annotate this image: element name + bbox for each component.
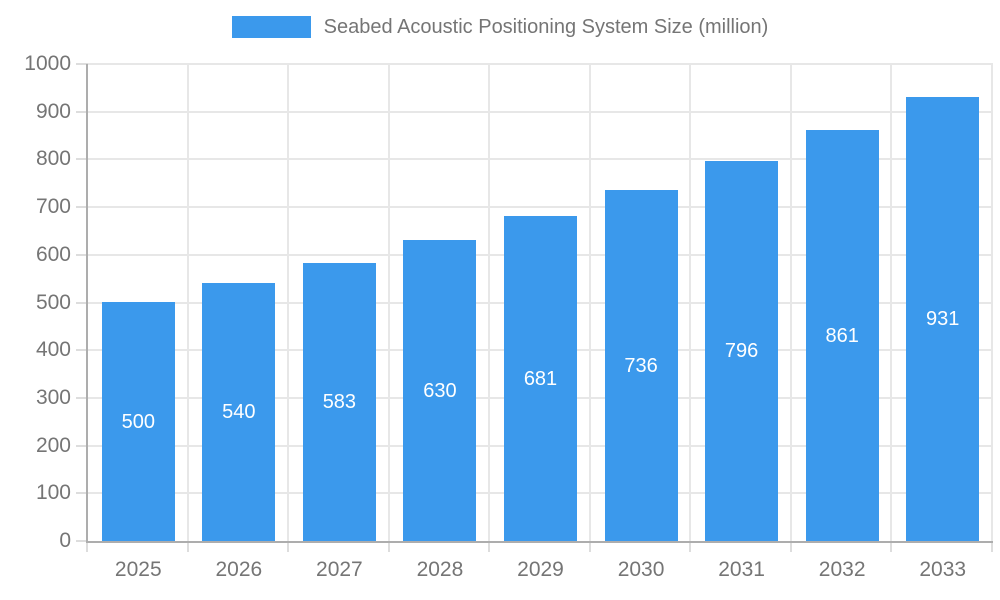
y-axis-tick — [76, 349, 88, 352]
y-axis-tick — [76, 63, 88, 65]
y-axis-tick — [76, 158, 88, 161]
x-axis-tick — [589, 541, 591, 552]
x-axis-tick — [991, 541, 993, 552]
y-axis-tick — [76, 110, 88, 113]
vertical-gridline — [388, 64, 390, 541]
y-tick-label: 0 — [59, 529, 71, 552]
x-axis-tick — [488, 541, 490, 552]
plot-area: 500 540 583 630 681 736 796 861 931 — [88, 63, 993, 541]
y-tick-label: 700 — [35, 195, 71, 219]
bar-value-label: 630 — [423, 379, 457, 402]
horizontal-gridline — [88, 206, 993, 209]
bar-2028[interactable]: 630 — [403, 240, 477, 541]
vertical-gridline — [187, 64, 189, 541]
y-axis-tick — [76, 540, 88, 542]
vertical-gridline — [589, 64, 591, 541]
x-axis-line — [86, 541, 993, 543]
y-tick-label: 300 — [35, 385, 71, 409]
bar-2030[interactable]: 736 — [604, 190, 678, 541]
vertical-gridline — [790, 64, 792, 541]
bar-value-label: 931 — [926, 308, 960, 330]
y-axis-tick — [76, 301, 88, 304]
horizontal-gridline — [88, 110, 993, 113]
x-tick-label: 2025 — [114, 558, 162, 581]
bar-value-label: 736 — [624, 354, 658, 377]
y-tick-label: 800 — [35, 147, 71, 171]
x-axis-tick — [890, 541, 892, 552]
vertical-gridline — [488, 64, 490, 541]
y-tick-label: 100 — [35, 481, 71, 505]
bar-2027[interactable]: 583 — [302, 263, 376, 541]
bar-2031[interactable]: 796 — [705, 161, 779, 541]
x-tick-label: 2028 — [416, 558, 464, 581]
x-tick-label: 2026 — [215, 558, 263, 581]
y-axis-tick — [76, 492, 88, 495]
bar-2033[interactable]: 931 — [906, 97, 980, 541]
y-axis-line — [86, 64, 88, 541]
y-tick-label: 500 — [35, 290, 71, 314]
y-tick-label: 200 — [35, 433, 71, 457]
x-tick-label: 2029 — [517, 558, 564, 581]
y-axis-tick — [76, 396, 88, 399]
y-tick-label: 400 — [35, 338, 71, 362]
vertical-gridline — [890, 64, 892, 541]
vertical-gridline — [689, 64, 691, 541]
chart-legend[interactable]: Seabed Acoustic Positioning System Size … — [0, 15, 1000, 39]
bar-value-label: 681 — [523, 367, 558, 390]
x-axis-tick — [689, 541, 691, 552]
bar-2025[interactable]: 500 — [101, 302, 175, 541]
vertical-gridline — [991, 64, 993, 541]
y-axis-tick — [76, 444, 88, 447]
x-axis-tick — [790, 541, 792, 552]
x-tick-label: 2031 — [718, 558, 765, 581]
bar-value-label: 500 — [121, 410, 155, 433]
legend-label: Seabed Acoustic Positioning System Size … — [323, 16, 769, 38]
x-tick-label: 2027 — [316, 558, 363, 581]
bar-2029[interactable]: 681 — [504, 216, 577, 541]
legend-swatch — [231, 16, 311, 38]
x-tick-label: 2033 — [919, 558, 967, 581]
bar-value-label: 540 — [222, 401, 256, 423]
y-axis-tick — [76, 253, 88, 256]
y-tick-label: 1000 — [24, 52, 71, 75]
x-axis-tick — [287, 541, 289, 552]
x-axis-tick — [187, 541, 189, 552]
bar-value-label: 861 — [825, 324, 859, 347]
y-tick-label: 900 — [35, 99, 71, 123]
x-tick-label: 2032 — [818, 558, 866, 581]
horizontal-gridline — [88, 63, 993, 65]
bar-2032[interactable]: 861 — [805, 130, 879, 541]
horizontal-gridline — [88, 158, 993, 161]
x-tick-label: 2030 — [617, 558, 665, 581]
x-axis-tick — [388, 541, 390, 552]
x-axis-tick — [86, 541, 88, 552]
vertical-gridline — [287, 64, 289, 541]
y-tick-label: 600 — [35, 242, 71, 266]
bar-value-label: 583 — [322, 391, 357, 413]
y-axis-tick — [76, 206, 88, 209]
bar-value-label: 796 — [724, 340, 759, 362]
bar-2026[interactable]: 540 — [202, 283, 276, 541]
